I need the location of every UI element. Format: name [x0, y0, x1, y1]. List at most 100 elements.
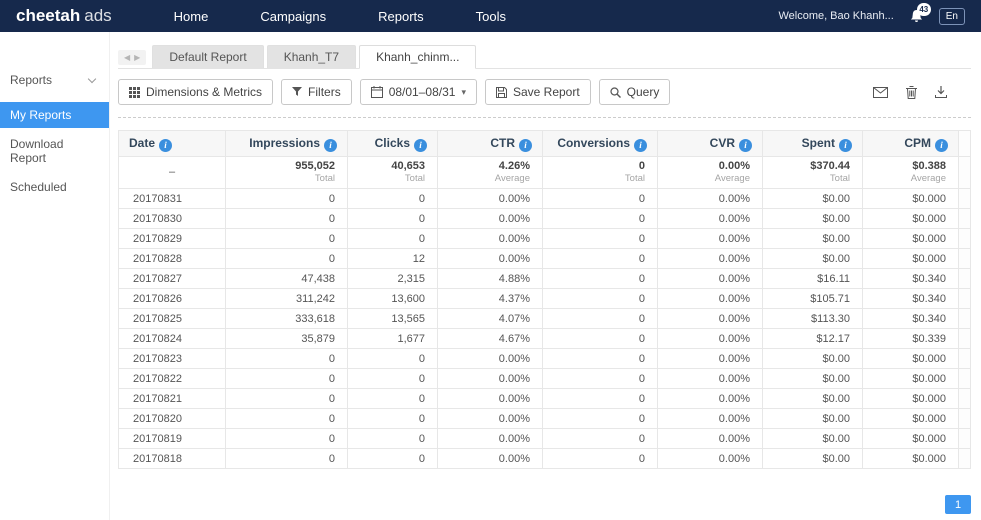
col-header-conversions[interactable]: Conversions i [542, 130, 658, 157]
notification-badge: 43 [916, 3, 931, 16]
summary-value: 40,653 [391, 160, 425, 172]
save-icon [495, 86, 507, 98]
col-header-label: CTR [490, 135, 515, 150]
table-header-row: Date i Impressions i Clicks i CTR i Conversions i… [118, 130, 971, 157]
info-icon[interactable]: i [519, 138, 532, 152]
data-cell: $0.000 [862, 228, 959, 249]
col-header-cpm[interactable]: CPM i [862, 130, 959, 157]
info-icon[interactable]: i [159, 138, 173, 152]
info-icon[interactable]: i [634, 138, 647, 152]
save-report-label: Save Report [512, 85, 580, 99]
data-cell: $0.00 [762, 368, 863, 389]
summary-value: 0 [638, 160, 645, 172]
summary-date-cell: – [118, 156, 226, 189]
dimensions-metrics-button[interactable]: Dimensions & Metrics [118, 79, 274, 105]
brand-logo[interactable]: cheetah ads [16, 6, 112, 26]
download-icon [935, 86, 947, 98]
page-button-1[interactable]: 1 [945, 495, 971, 514]
data-cell: 0 [542, 368, 658, 389]
user-menu[interactable]: Welcome, Bao Khanh... [778, 10, 893, 22]
summary-cell: 0 Total [542, 156, 658, 189]
data-cell: 0 [225, 228, 348, 249]
tab-prev-icon[interactable]: ◀ [124, 53, 131, 62]
info-icon[interactable]: i [739, 138, 752, 152]
info-icon[interactable]: i [414, 138, 427, 152]
trash-icon [906, 85, 917, 99]
info-icon[interactable]: i [324, 138, 337, 152]
info-icon[interactable]: i [839, 138, 852, 152]
nav-item-campaigns[interactable]: Campaigns [260, 8, 327, 24]
sidebar-section-reports[interactable]: Reports [0, 68, 109, 92]
data-cell: $0.00 [762, 248, 863, 269]
data-cell: $16.11 [762, 268, 863, 289]
summary-value: 4.26% [498, 160, 530, 172]
col-header-cvr[interactable]: CVR i [657, 130, 763, 157]
download-report-button[interactable] [935, 86, 947, 98]
col-header-ctr[interactable]: CTR i [437, 130, 543, 157]
caret-down-icon: ▾ [461, 86, 466, 97]
data-cell: 0 [225, 448, 348, 469]
col-header-label: CPM [904, 135, 931, 150]
table-row: 20170819 0 0 0.00% 0 0.00% $0.00 $0.000 [118, 428, 971, 449]
table-row: 20170825 333,618 13,565 4.07% 0 0.00% $113.30 $… [118, 308, 971, 329]
nav-item-tools[interactable]: Tools [475, 8, 507, 24]
table-scrollbar [958, 208, 971, 229]
email-report-button[interactable] [873, 86, 888, 98]
data-cell: $0.340 [862, 308, 959, 329]
nav-item-home[interactable]: Home [173, 8, 209, 24]
date-cell: 20170820 [118, 408, 226, 429]
language-button[interactable]: En [938, 7, 965, 25]
grid-icon [129, 86, 140, 98]
sidebar-item-scheduled[interactable]: Scheduled [10, 180, 67, 194]
col-header-spent[interactable]: Spent i [762, 130, 863, 157]
col-header-date[interactable]: Date i [118, 130, 226, 157]
data-cell: $0.000 [862, 248, 959, 269]
data-cell: 0 [347, 208, 438, 229]
date-cell: 20170826 [118, 288, 226, 309]
col-header-clicks[interactable]: Clicks i [347, 130, 438, 157]
data-cell: $0.00 [762, 388, 863, 409]
filters-button[interactable]: Filters [281, 79, 352, 105]
summary-caption: Total [314, 173, 335, 184]
data-cell: 0.00% [437, 188, 543, 209]
funnel-icon [292, 87, 303, 96]
data-cell: 0 [347, 228, 438, 249]
table-row: 20170823 0 0 0.00% 0 0.00% $0.00 $0.000 [118, 348, 971, 369]
table-row: 20170828 0 12 0.00% 0 0.00% $0.00 $0.000 [118, 248, 971, 269]
info-icon[interactable]: i [935, 138, 948, 152]
data-cell: 0 [225, 348, 348, 369]
notifications-button[interactable]: 43 [910, 3, 931, 23]
data-cell: 47,438 [225, 268, 348, 289]
data-cell: 0 [225, 188, 348, 209]
delete-report-button[interactable] [906, 85, 917, 99]
nav-item-reports[interactable]: Reports [378, 8, 424, 24]
table-scrollbar [958, 328, 971, 349]
tab-next-icon[interactable]: ▶ [134, 53, 141, 62]
chevron-down-icon [87, 74, 97, 84]
data-cell: 0.00% [437, 408, 543, 429]
table-row: 20170826 311,242 13,600 4.37% 0 0.00% $105.71 $… [118, 288, 971, 309]
save-report-button[interactable]: Save Report [484, 79, 591, 105]
sidebar-item-download-report[interactable]: Download Report [10, 137, 64, 165]
col-header-impressions[interactable]: Impressions i [225, 130, 348, 157]
data-cell: $0.000 [862, 388, 959, 409]
data-cell: $0.000 [862, 448, 959, 469]
sidebar-item-my-reports[interactable]: My Reports [0, 102, 109, 128]
tab-khanh-t7[interactable]: Khanh_T7 [266, 45, 357, 68]
date-cell: 20170825 [118, 308, 226, 329]
data-cell: 0.00% [657, 248, 763, 269]
date-cell: 20170828 [118, 248, 226, 269]
summary-caption: Average [494, 173, 530, 184]
summary-caption: Average [910, 173, 946, 184]
date-range-button[interactable]: 08/01–08/31 ▾ [359, 79, 477, 105]
data-cell: 0.00% [657, 408, 763, 429]
summary-row: –955,052 Total 40,653 Total 4.26% Average 0 Tot… [118, 156, 971, 189]
tab-khanh-chinm[interactable]: Khanh_chinm... [359, 45, 477, 69]
sidebar: Reports My Reports Download Report Schedul… [0, 32, 110, 520]
sidebar-items: My Reports Download Report Scheduled [0, 102, 109, 200]
tab-default-report[interactable]: Default Report [152, 45, 264, 68]
query-button[interactable]: Query [598, 79, 671, 105]
data-cell: 311,242 [225, 288, 348, 309]
summary-caption: Total [624, 173, 645, 184]
data-cell: 0 [542, 248, 658, 269]
